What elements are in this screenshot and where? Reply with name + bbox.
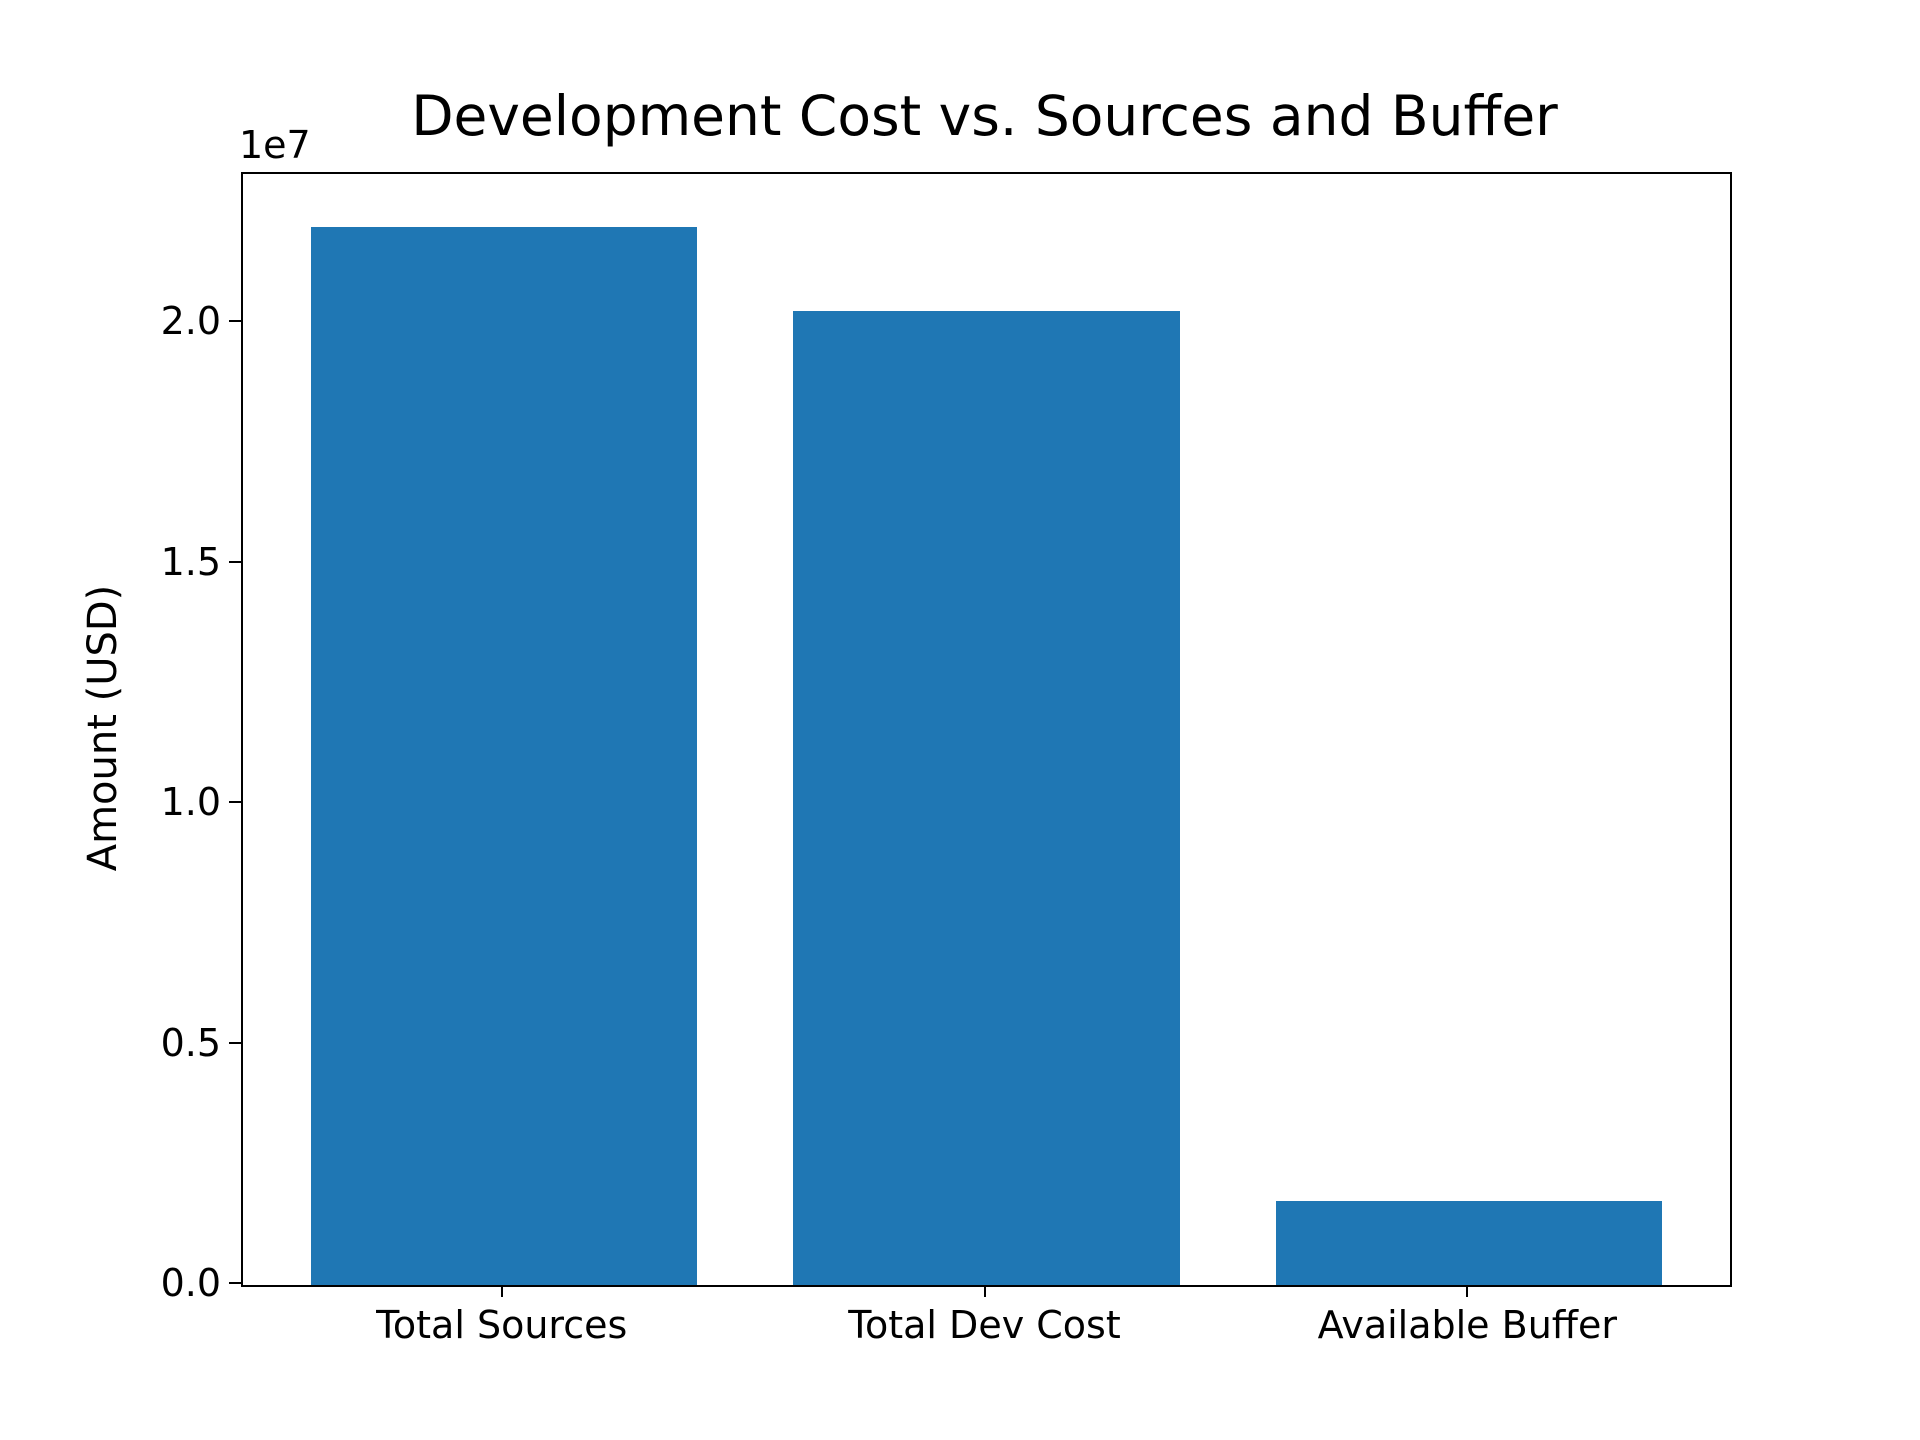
bar-total-sources: [310, 226, 697, 1285]
x-tick-mark: [1466, 1285, 1469, 1297]
bar-total-dev-cost: [793, 311, 1180, 1285]
y-tick-label: 1.5: [160, 539, 221, 584]
chart-title: Development Cost vs. Sources and Buffer: [411, 84, 1558, 148]
y-axis-offset-label: 1e7: [239, 123, 311, 167]
x-tick-mark: [500, 1285, 503, 1297]
x-tick-label-total-sources: Total Sources: [376, 1303, 628, 1347]
y-tick-mark: [229, 560, 241, 563]
y-tick-mark: [229, 320, 241, 323]
x-tick-mark: [983, 1285, 986, 1297]
x-tick-label-total-dev-cost: Total Dev Cost: [848, 1303, 1121, 1347]
y-tick-mark: [229, 1041, 241, 1044]
y-tick-label: 2.0: [160, 299, 221, 344]
y-tick-label: 0.0: [160, 1261, 221, 1305]
y-tick-mark: [229, 801, 241, 804]
y-axis-label: Amount (USD): [80, 584, 126, 872]
y-tick-label: 0.5: [160, 1020, 221, 1065]
bar-available-buffer: [1276, 1200, 1663, 1285]
y-tick-label: 1.0: [160, 780, 221, 825]
x-tick-label-available-buffer: Available Buffer: [1317, 1303, 1617, 1347]
y-tick-mark: [229, 1282, 241, 1284]
plot-area: [241, 172, 1732, 1287]
